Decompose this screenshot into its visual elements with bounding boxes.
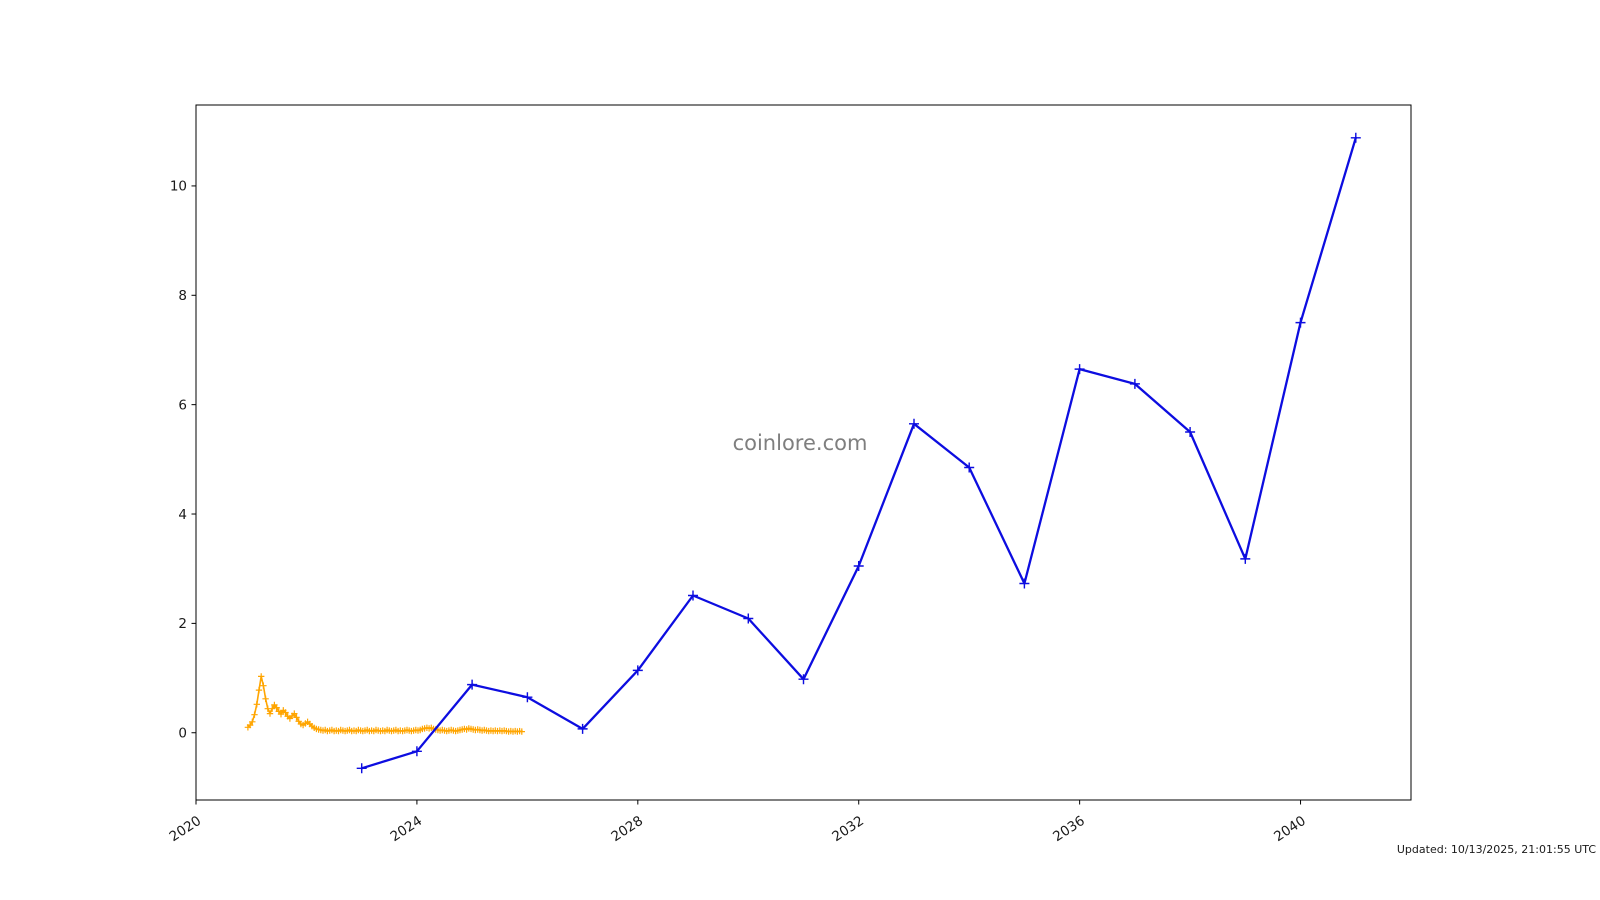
axes-ticks: 2020 2024 2028 2032 2036 2040 0 2 4 6 8 10 — [167, 179, 1309, 845]
series-layer — [244, 132, 1361, 774]
series-markers-historical-price — [244, 673, 525, 735]
y-tick-label: 6 — [178, 397, 187, 413]
updated-timestamp: Updated: 10/13/2025, 21:01:55 UTC — [1396, 843, 1596, 856]
y-tick-label: 4 — [178, 507, 187, 523]
plot-frame — [195, 104, 1412, 801]
series-markers-prediction — [356, 132, 1361, 774]
x-tick-label: 2036 — [1050, 813, 1088, 845]
y-tick-label: 10 — [170, 179, 187, 195]
x-tick-label: 2028 — [608, 813, 646, 845]
watermark-text: coinlore.com — [733, 431, 868, 455]
x-tick-label: 2024 — [388, 813, 426, 845]
y-tick-label: 0 — [178, 726, 187, 742]
series-line-historical-price — [247, 675, 523, 733]
x-tick-label: 2040 — [1271, 813, 1309, 845]
y-tick-label: 2 — [178, 616, 187, 632]
x-tick-label: 2020 — [167, 813, 205, 845]
y-tick-label: 8 — [178, 288, 187, 304]
x-tick-label: 2032 — [829, 813, 867, 845]
